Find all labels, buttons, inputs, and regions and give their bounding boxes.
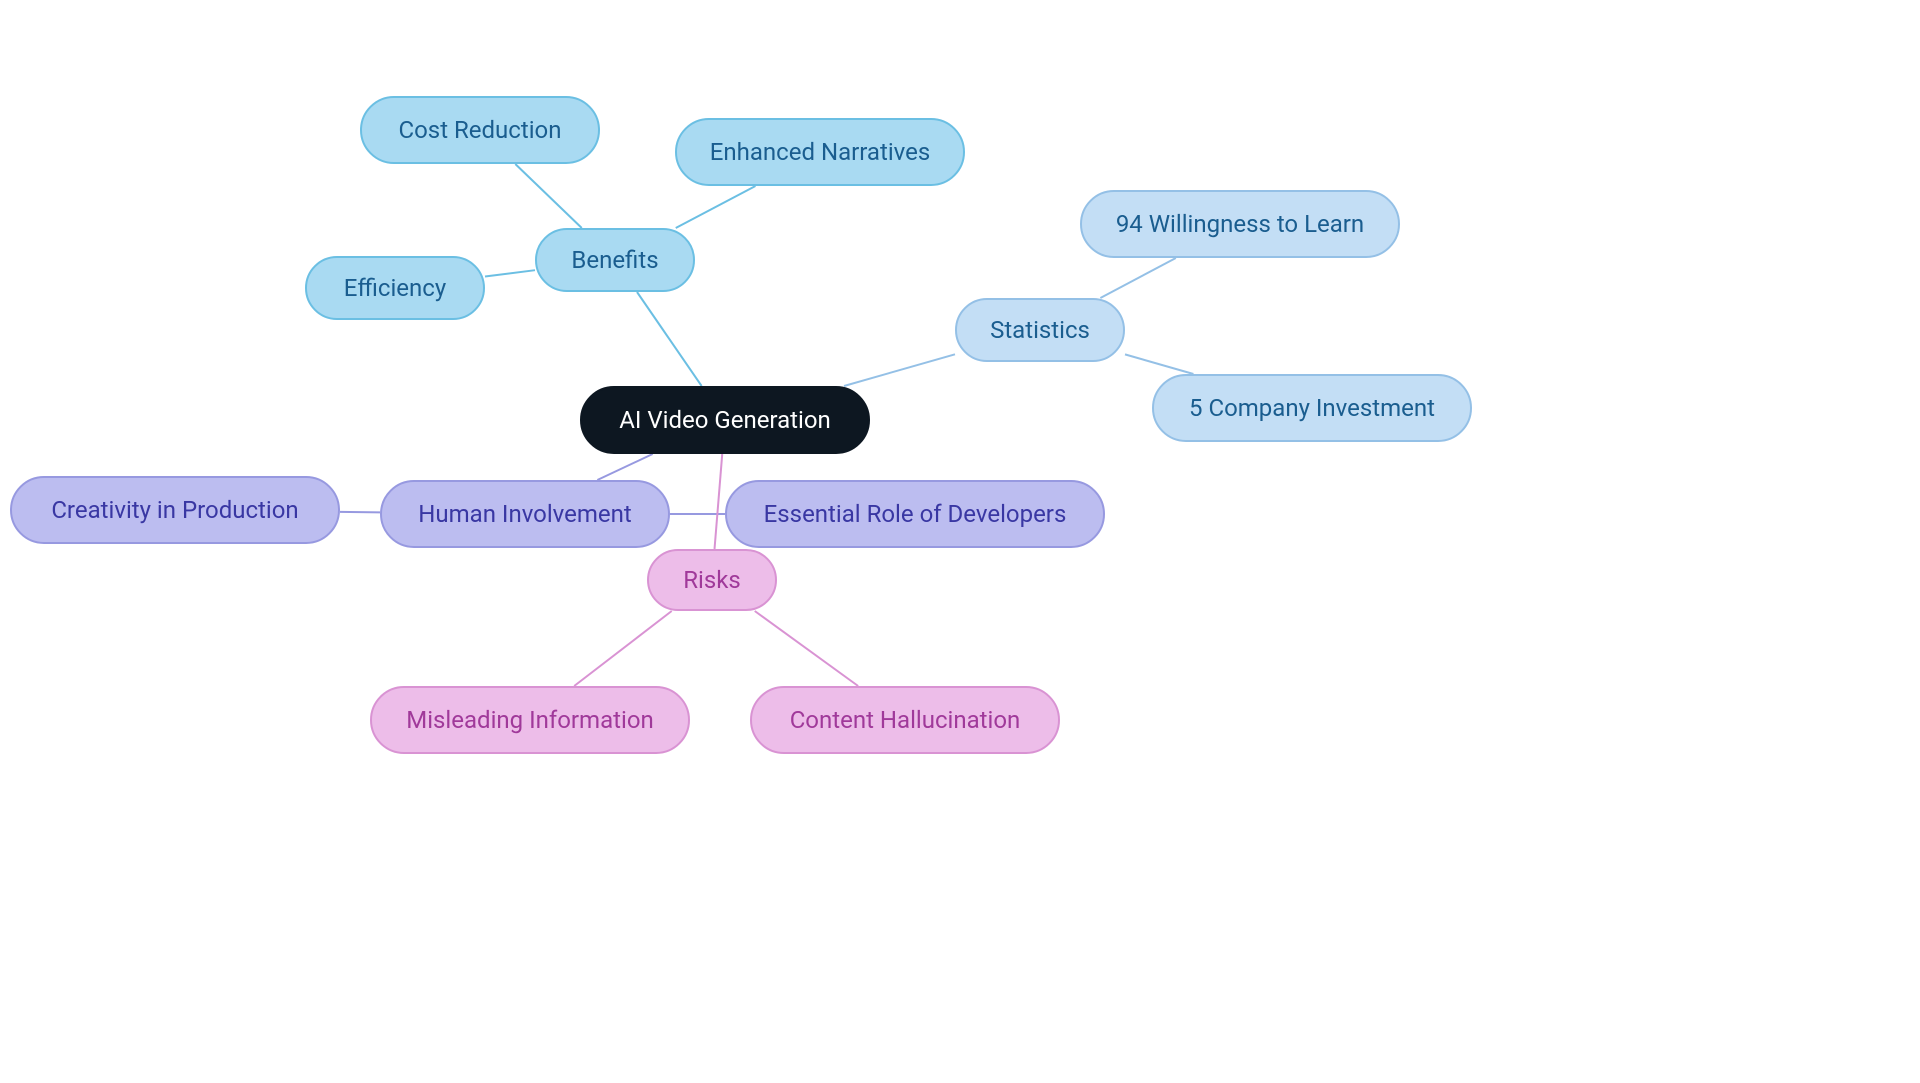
node-label: 94 Willingness to Learn	[1116, 210, 1364, 238]
edge-root-human_involvement	[597, 454, 652, 480]
edge-root-risks	[715, 454, 723, 549]
node-efficiency[interactable]: Efficiency	[305, 256, 485, 320]
edge-risks-misleading	[574, 611, 672, 686]
node-cost_reduction[interactable]: Cost Reduction	[360, 96, 600, 164]
node-creativity[interactable]: Creativity in Production	[10, 476, 340, 544]
edge-statistics-company_investment	[1125, 354, 1193, 374]
node-label: Efficiency	[344, 274, 446, 302]
node-label: Creativity in Production	[51, 496, 298, 524]
edge-root-statistics	[844, 354, 955, 386]
node-human_involvement[interactable]: Human Involvement	[380, 480, 670, 548]
node-label: Risks	[683, 566, 741, 594]
edge-risks-hallucination	[755, 611, 858, 686]
node-enhanced_narratives[interactable]: Enhanced Narratives	[675, 118, 965, 186]
node-label: Essential Role of Developers	[764, 500, 1067, 528]
edge-statistics-willingness	[1100, 258, 1175, 298]
node-developers_role[interactable]: Essential Role of Developers	[725, 480, 1105, 548]
node-statistics[interactable]: Statistics	[955, 298, 1125, 362]
node-label: Content Hallucination	[790, 706, 1021, 734]
node-label: Human Involvement	[418, 500, 632, 528]
node-label: Statistics	[990, 316, 1090, 344]
node-label: Enhanced Narratives	[710, 138, 931, 166]
node-company_investment[interactable]: 5 Company Investment	[1152, 374, 1472, 442]
node-root[interactable]: AI Video Generation	[580, 386, 870, 454]
edge-benefits-efficiency	[485, 270, 535, 276]
node-label: Benefits	[571, 246, 658, 274]
node-label: Misleading Information	[406, 706, 654, 734]
node-risks[interactable]: Risks	[647, 549, 777, 611]
node-hallucination[interactable]: Content Hallucination	[750, 686, 1060, 754]
node-willingness[interactable]: 94 Willingness to Learn	[1080, 190, 1400, 258]
mindmap-canvas: AI Video Generation Benefits Cost Reductio…	[0, 0, 1920, 1083]
node-label: AI Video Generation	[619, 406, 831, 434]
node-benefits[interactable]: Benefits	[535, 228, 695, 292]
node-label: 5 Company Investment	[1189, 394, 1435, 422]
edge-root-benefits	[637, 292, 702, 386]
node-label: Cost Reduction	[399, 116, 562, 144]
node-misleading[interactable]: Misleading Information	[370, 686, 690, 754]
edge-benefits-enhanced_narratives	[676, 186, 756, 228]
edge-benefits-cost_reduction	[515, 164, 581, 228]
